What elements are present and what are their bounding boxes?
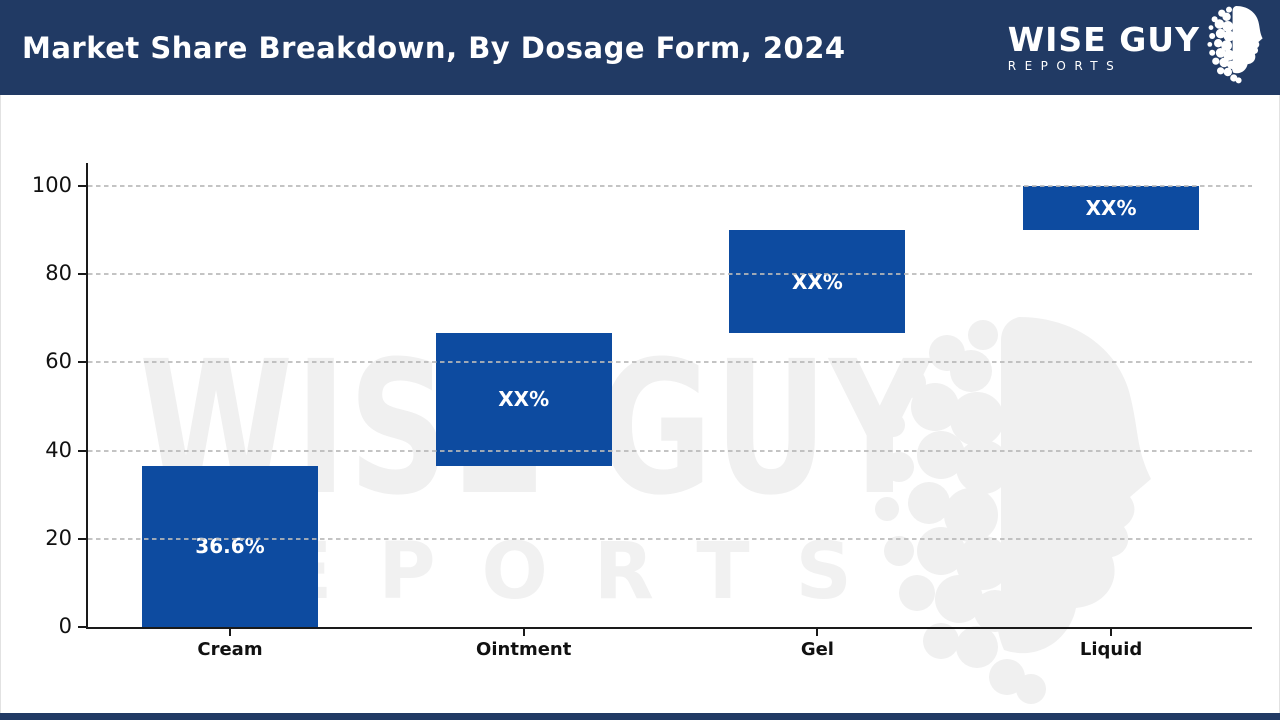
footer-bar (0, 713, 1280, 720)
brand-logo: WISE GUY REPORTS (1008, 5, 1266, 90)
watermark-head-profile-icon (875, 317, 1151, 704)
watermark-text: WISE GUY (139, 322, 932, 536)
brand-name: WISE GUY (1007, 20, 1200, 59)
header: Market Share Breakdown, By Dosage Form, … (0, 0, 1280, 95)
page-title: Market Share Breakdown, By Dosage Form, … (22, 30, 846, 65)
brand-subtitle: REPORTS (1007, 59, 1123, 73)
watermark: WISE GUY REPORTS (1, 95, 1279, 713)
brand-wordmark: WISE GUY REPORTS (1008, 23, 1200, 72)
head-profile-icon (1207, 5, 1263, 83)
chart-canvas: WISE GUY REPORTS (0, 95, 1280, 713)
watermark-subtext: REPORTS (173, 527, 898, 617)
